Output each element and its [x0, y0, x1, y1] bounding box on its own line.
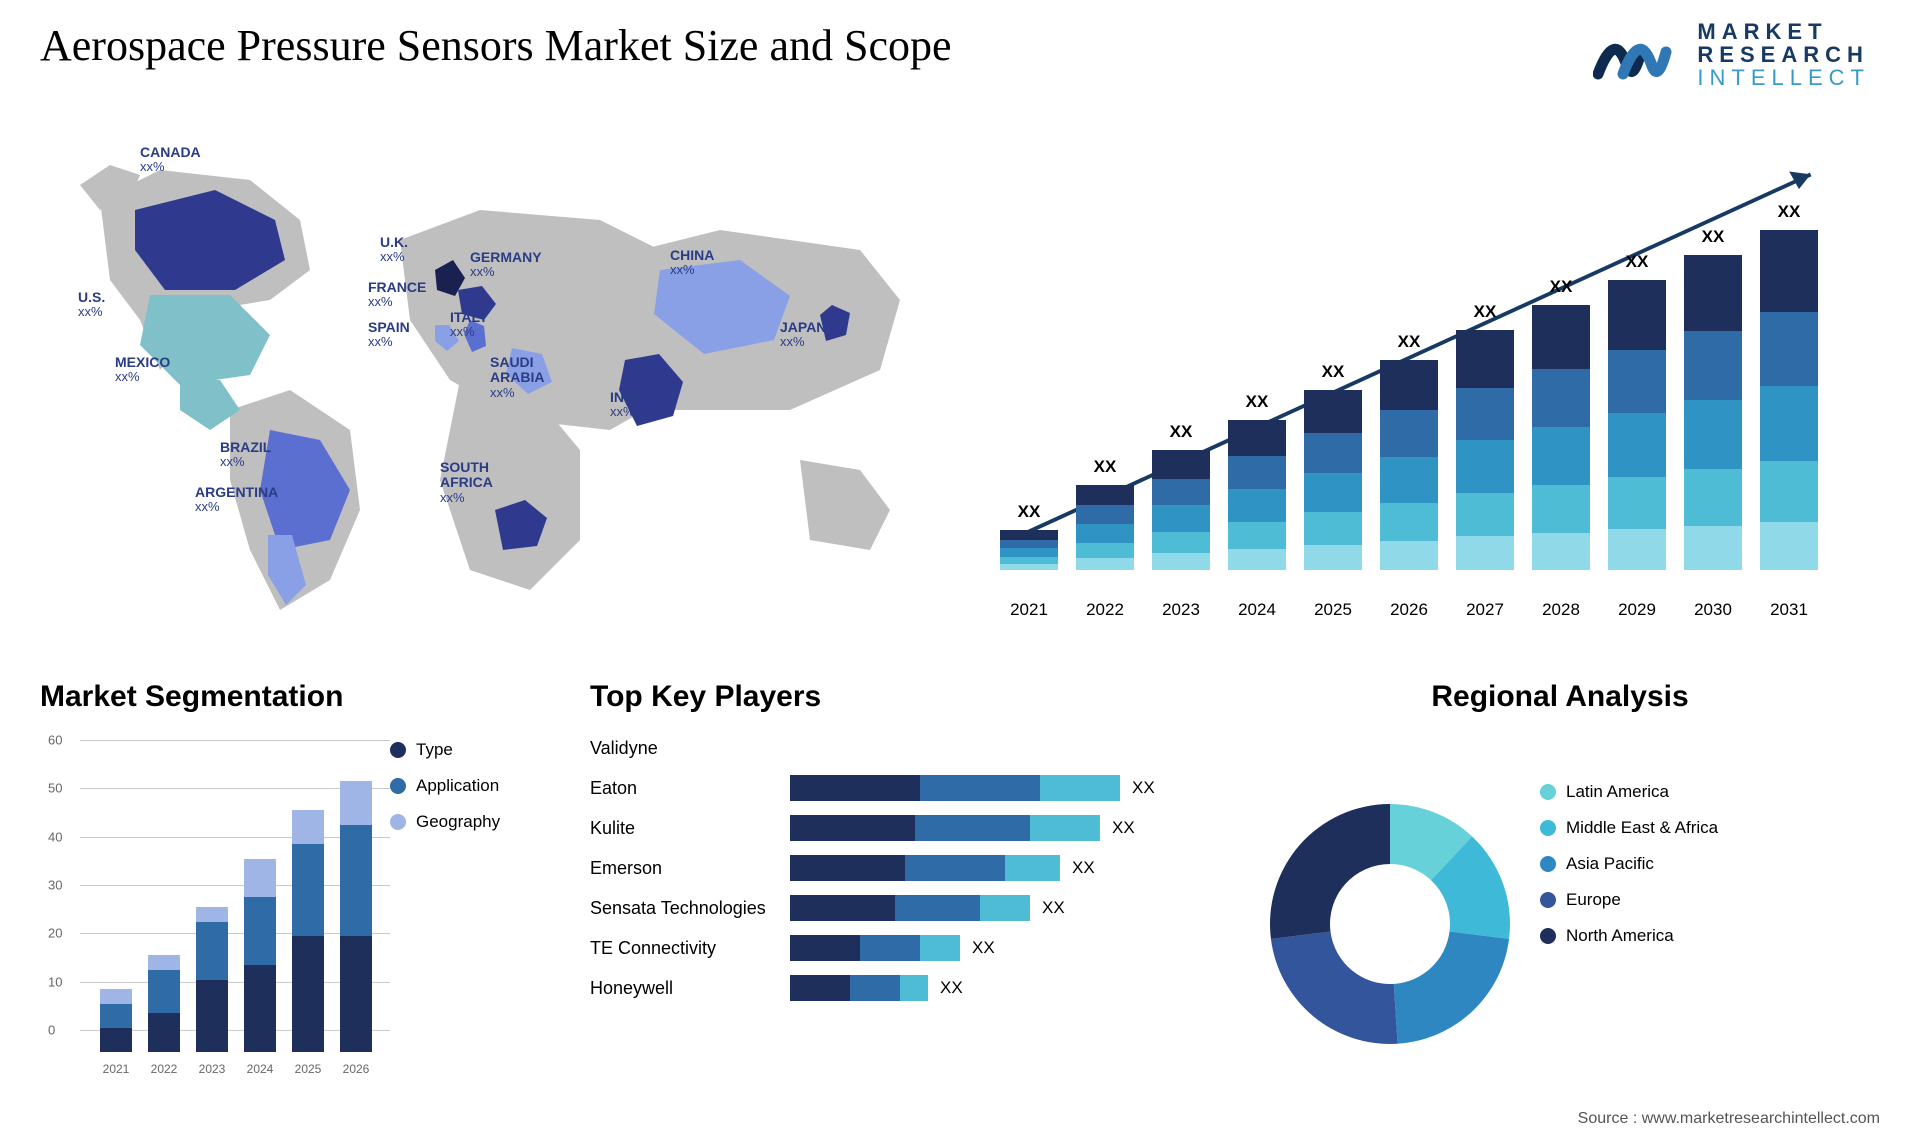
country-label: CANADAxx%: [140, 145, 201, 175]
regional-panel: Regional Analysis Latin America Middle Ea…: [1240, 680, 1880, 1086]
growth-xlabel: 2025: [1304, 600, 1362, 620]
growth-bar: XX: [1456, 330, 1514, 570]
player-row: Sensata TechnologiesXX: [590, 892, 1210, 924]
segmentation-bar: [244, 859, 276, 1052]
player-row: TE ConnectivityXX: [590, 932, 1210, 964]
legend-item: Asia Pacific: [1540, 854, 1880, 874]
legend-item: Latin America: [1540, 782, 1880, 802]
growth-bar: XX: [1228, 420, 1286, 570]
player-row: HoneywellXX: [590, 972, 1210, 1004]
country-label: U.K.xx%: [380, 235, 408, 265]
growth-xlabel: 2026: [1380, 600, 1438, 620]
segmentation-bar: [100, 989, 132, 1052]
source-note: Source : www.marketresearchintellect.com: [1578, 1110, 1880, 1128]
growth-xlabel: 2030: [1684, 600, 1742, 620]
players-panel: Top Key Players Validyne EatonXX KuliteXX E…: [590, 680, 1210, 1086]
growth-bar: XX: [1076, 485, 1134, 570]
country-label: GERMANYxx%: [470, 250, 542, 280]
regional-legend: Latin America Middle East & Africa Asia Pa…: [1540, 732, 1880, 1086]
country-label: JAPANxx%: [780, 320, 826, 350]
legend-item: North America: [1540, 926, 1880, 946]
regional-title: Regional Analysis: [1240, 680, 1880, 714]
legend-item: Type: [390, 740, 560, 760]
player-row: EmersonXX: [590, 852, 1210, 884]
country-label: SOUTH AFRICAxx%: [440, 460, 530, 505]
country-label: SAUDI ARABIAxx%: [490, 355, 580, 400]
growth-bar: XX: [1304, 390, 1362, 570]
legend-item: Application: [390, 776, 560, 796]
country-label: MEXICOxx%: [115, 355, 170, 385]
growth-xlabel: 2021: [1000, 600, 1058, 620]
growth-xlabel: 2029: [1608, 600, 1666, 620]
segmentation-bar: [340, 781, 372, 1052]
player-row: EatonXX: [590, 772, 1210, 804]
segmentation-bar: [196, 907, 228, 1052]
segmentation-panel: Market Segmentation 01020304050602021202…: [40, 680, 560, 1086]
legend-item: Europe: [1540, 890, 1880, 910]
legend-item: Middle East & Africa: [1540, 818, 1880, 838]
growth-xlabel: 2027: [1456, 600, 1514, 620]
growth-xlabel: 2031: [1760, 600, 1818, 620]
donut-slice: [1270, 804, 1390, 939]
growth-bar: XX: [1608, 280, 1666, 570]
segmentation-bar: [292, 810, 324, 1052]
world-map: CANADAxx% U.S.xx% MEXICOxx% BRAZILxx% ARGENT…: [40, 130, 960, 650]
page-title: Aerospace Pressure Sensors Market Size a…: [40, 20, 952, 71]
country-label: CHINAxx%: [670, 248, 714, 278]
country-label: U.S.xx%: [78, 290, 105, 320]
growth-bar: XX: [1380, 360, 1438, 570]
growth-chart: XXXXXXXXXXXXXXXXXXXXXX 20212022202320242…: [960, 130, 1880, 650]
donut-slice: [1271, 932, 1398, 1044]
segmentation-bar: [148, 955, 180, 1052]
country-label: ARGENTINAxx%: [195, 485, 278, 515]
logo-line1: MARKET: [1697, 20, 1870, 43]
regional-donut: [1260, 794, 1520, 1054]
country-label: ITALYxx%: [450, 310, 488, 340]
growth-xlabel: 2028: [1532, 600, 1590, 620]
country-label: BRAZILxx%: [220, 440, 271, 470]
logo: MARKET RESEARCH INTELLECT: [1593, 20, 1870, 89]
growth-bar: XX: [1000, 530, 1058, 570]
donut-slice: [1394, 932, 1509, 1044]
country-label: INDIAxx%: [610, 390, 648, 420]
growth-bar: XX: [1684, 255, 1742, 570]
logo-line3: INTELLECT: [1697, 66, 1870, 89]
growth-bar: XX: [1532, 305, 1590, 570]
players-title: Top Key Players: [590, 680, 1210, 714]
growth-bar: XX: [1760, 230, 1818, 570]
player-row: Validyne: [590, 732, 1210, 764]
segmentation-title: Market Segmentation: [40, 680, 390, 714]
growth-xlabel: 2024: [1228, 600, 1286, 620]
legend-item: Geography: [390, 812, 560, 832]
logo-icon: [1593, 24, 1683, 86]
growth-xlabel: 2023: [1152, 600, 1210, 620]
player-row: KuliteXX: [590, 812, 1210, 844]
growth-bar: XX: [1152, 450, 1210, 570]
country-label: SPAINxx%: [368, 320, 410, 350]
country-label: FRANCExx%: [368, 280, 426, 310]
growth-xlabel: 2022: [1076, 600, 1134, 620]
logo-line2: RESEARCH: [1697, 43, 1870, 66]
segmentation-legend: Type Application Geography: [390, 680, 560, 1086]
